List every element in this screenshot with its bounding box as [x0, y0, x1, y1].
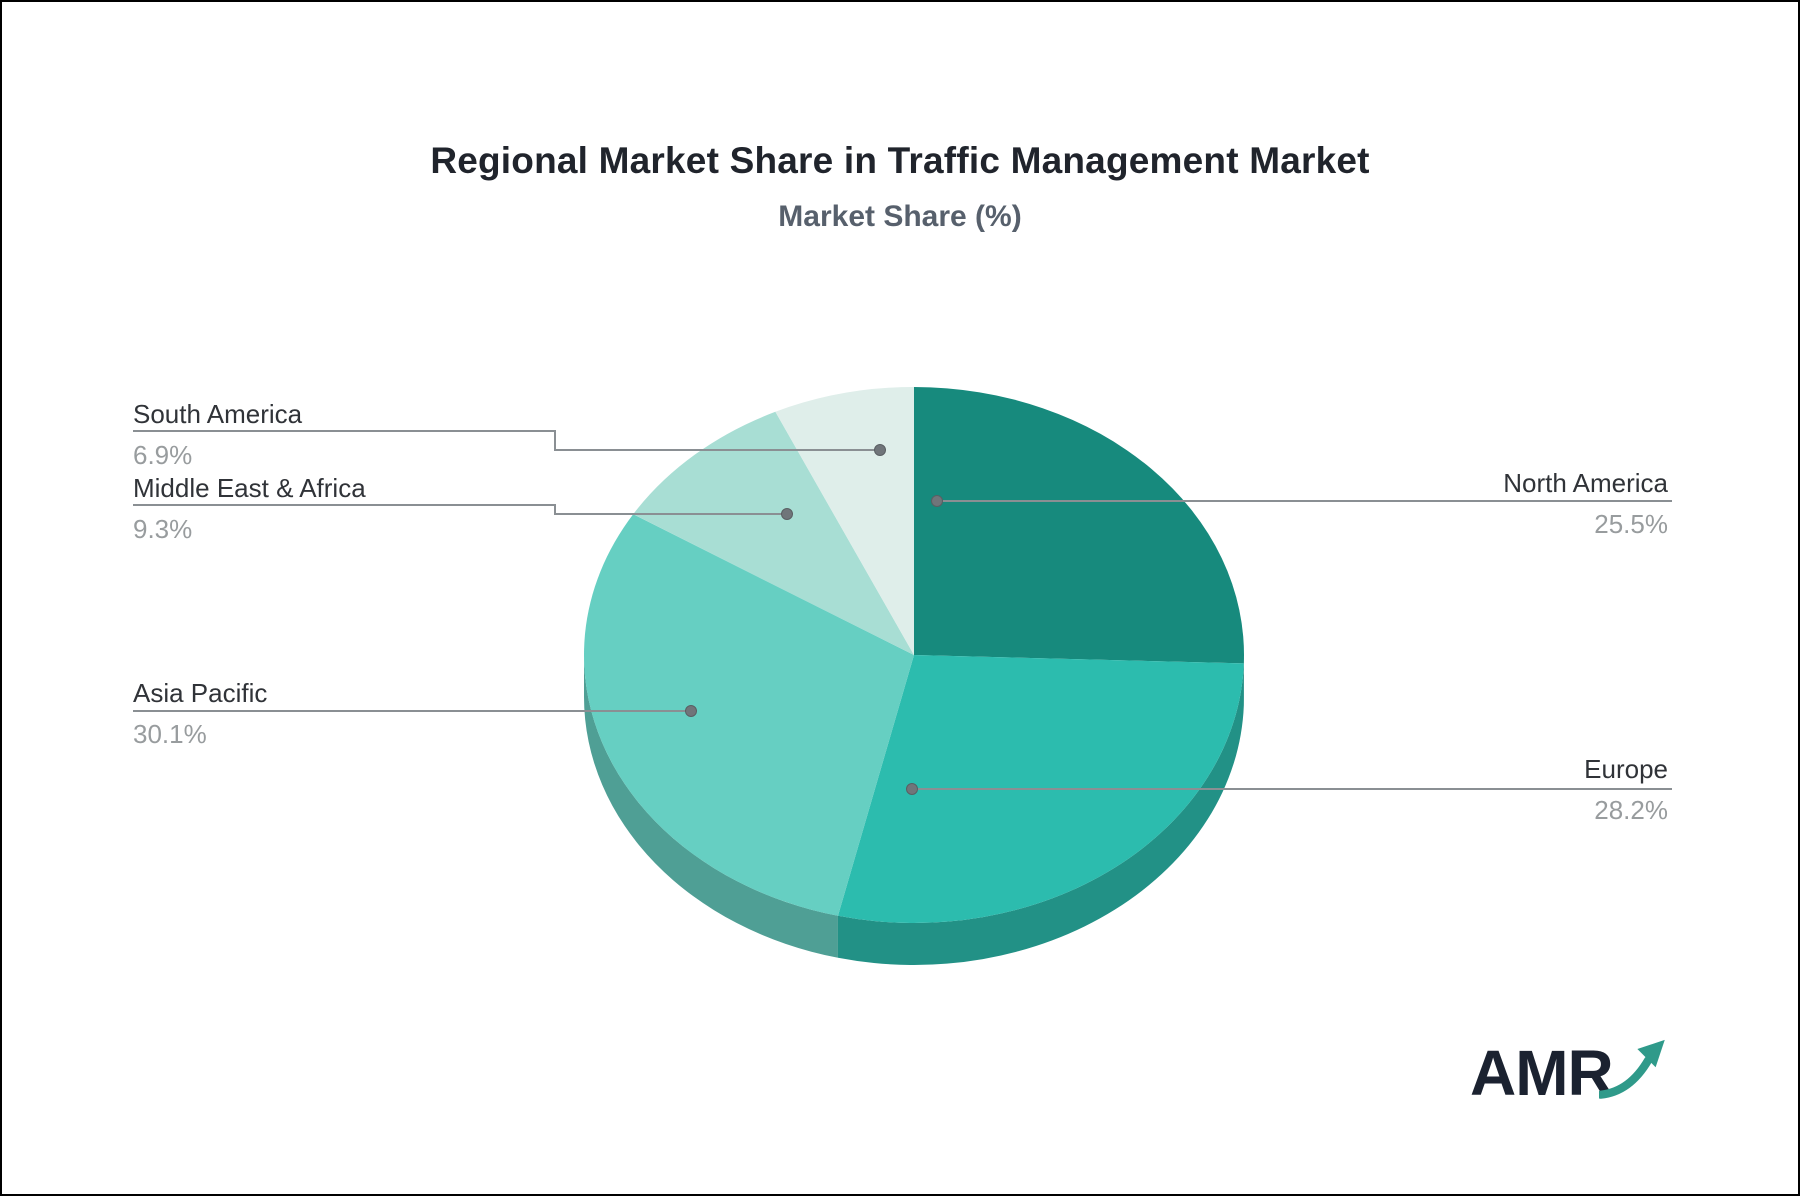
leader-dot-South America: [874, 444, 886, 456]
slice-value-asia-pacific: 30.1%: [133, 719, 207, 749]
leader-dot-Middle East & Africa: [781, 508, 793, 520]
slice-label-north-america: North America: [1503, 468, 1668, 498]
pie-slice-Asia Pacific: [583, 514, 914, 916]
slice-label-middle-east-africa: Middle East & Africa: [133, 473, 366, 503]
amr-logo: AMR: [1470, 1028, 1670, 1118]
leader-line-South America: [133, 430, 880, 451]
slice-label-europe: Europe: [1584, 754, 1668, 784]
callout-south-america: South America 6.9%: [133, 399, 302, 471]
callout-north-america: North America 25.5%: [1503, 468, 1668, 540]
leader-line-Middle East & Africa: [133, 504, 787, 515]
callout-europe: Europe 28.2%: [1584, 754, 1668, 826]
slice-value-south-america: 6.9%: [133, 440, 193, 470]
pie-slice-North America: [914, 387, 1244, 664]
leader-dot-Europe: [906, 783, 918, 795]
callout-middle-east-africa: Middle East & Africa 9.3%: [133, 473, 366, 545]
amr-logo-text: AMR: [1470, 1037, 1614, 1109]
slice-label-south-america: South America: [133, 399, 303, 429]
pie-side-Europe: [837, 663, 1244, 965]
leader-dot-North America: [931, 495, 943, 507]
slice-value-europe: 28.2%: [1594, 795, 1668, 825]
pie-slice-Middle East & Africa: [633, 411, 914, 655]
amr-logo-arrow-icon: [1598, 1039, 1665, 1099]
leader-dot-Asia Pacific: [685, 705, 697, 717]
callout-asia-pacific: Asia Pacific 30.1%: [133, 678, 267, 750]
slice-value-middle-east-africa: 9.3%: [133, 514, 193, 544]
slice-label-asia-pacific: Asia Pacific: [133, 678, 268, 708]
pie-side-Asia Pacific: [584, 655, 838, 958]
slice-value-north-america: 25.5%: [1594, 509, 1668, 539]
chart-title: Regional Market Share in Traffic Managem…: [430, 140, 1370, 181]
chart-subtitle: Market Share (%): [778, 200, 1022, 233]
